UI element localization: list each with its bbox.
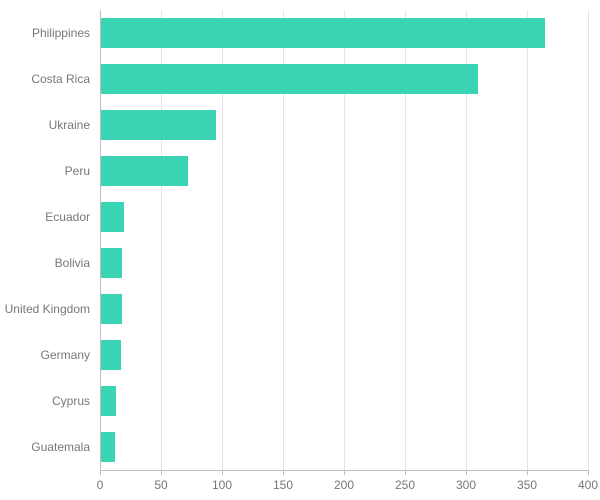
bar (100, 294, 122, 323)
x-gridline (588, 10, 589, 470)
x-tick-label: 350 (517, 478, 537, 492)
x-tick-label: 150 (273, 478, 293, 492)
y-axis-line (100, 10, 101, 470)
bar (100, 18, 545, 47)
y-tick-label: Guatemala (31, 440, 90, 454)
x-tick-label: 250 (395, 478, 415, 492)
y-tick-label: Cyprus (52, 394, 90, 408)
bar (100, 432, 115, 461)
bar (100, 248, 122, 277)
bar (100, 110, 216, 139)
x-gridline (527, 10, 528, 470)
y-tick-label: Germany (41, 348, 90, 362)
y-tick-label: Ukraine (49, 118, 90, 132)
bar (100, 64, 478, 93)
x-tick-label: 400 (578, 478, 598, 492)
y-tick-label: Peru (65, 164, 90, 178)
x-axis-line (100, 470, 588, 471)
x-tick-label: 50 (154, 478, 167, 492)
x-tick-label: 200 (334, 478, 354, 492)
y-tick-label: Bolivia (55, 256, 90, 270)
bar (100, 156, 188, 185)
x-tick-label: 0 (97, 478, 104, 492)
y-tick-label: United Kingdom (5, 302, 90, 316)
x-tick-mark (588, 470, 589, 475)
x-tick-label: 300 (456, 478, 476, 492)
bar (100, 386, 116, 415)
y-tick-label: Philippines (32, 26, 90, 40)
y-tick-label: Ecuador (45, 210, 90, 224)
plot-area: 050100150200250300350400 (100, 10, 588, 470)
x-tick-label: 100 (212, 478, 232, 492)
bar (100, 202, 124, 231)
bar (100, 340, 121, 369)
bar-chart: 050100150200250300350400 PhilippinesCost… (0, 0, 600, 500)
y-tick-label: Costa Rica (31, 72, 90, 86)
